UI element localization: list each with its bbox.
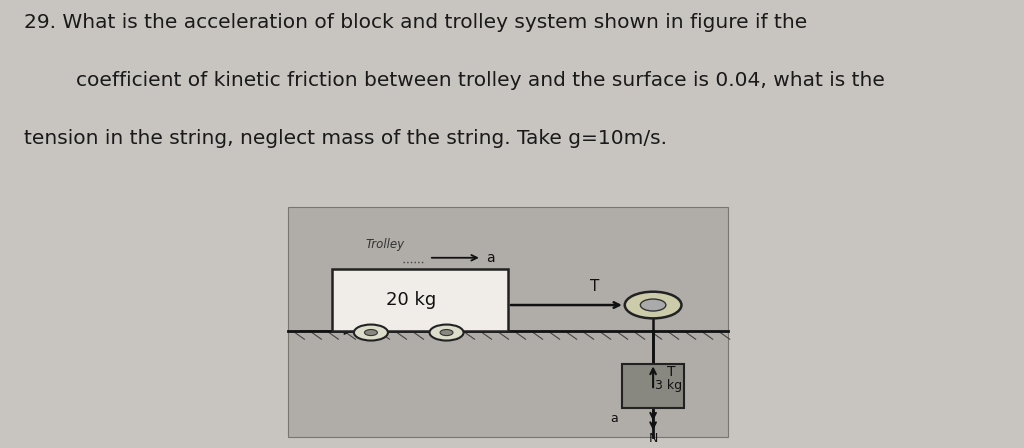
Text: a: a xyxy=(610,413,617,426)
Text: coefficient of kinetic friction between trolley and the surface is 0.04, what is: coefficient of kinetic friction between … xyxy=(76,71,885,90)
Text: 29. What is the acceleration of block and trolley system shown in figure if the: 29. What is the acceleration of block an… xyxy=(24,13,807,32)
FancyBboxPatch shape xyxy=(332,269,508,331)
Circle shape xyxy=(440,330,453,336)
Text: N: N xyxy=(648,432,657,445)
Text: T: T xyxy=(590,279,599,294)
Circle shape xyxy=(625,292,681,319)
Text: 3 kg: 3 kg xyxy=(655,379,682,392)
FancyBboxPatch shape xyxy=(289,207,728,437)
Text: tension in the string, neglect mass of the string. Take g=10m/s.: tension in the string, neglect mass of t… xyxy=(24,129,667,148)
Circle shape xyxy=(640,299,666,311)
Text: a: a xyxy=(486,251,495,265)
Text: Trolley: Trolley xyxy=(366,238,404,251)
Text: T: T xyxy=(668,366,676,379)
Circle shape xyxy=(365,330,378,336)
Text: 20 kg: 20 kg xyxy=(386,291,436,309)
Circle shape xyxy=(429,324,464,340)
Circle shape xyxy=(354,324,388,340)
FancyBboxPatch shape xyxy=(623,363,684,408)
